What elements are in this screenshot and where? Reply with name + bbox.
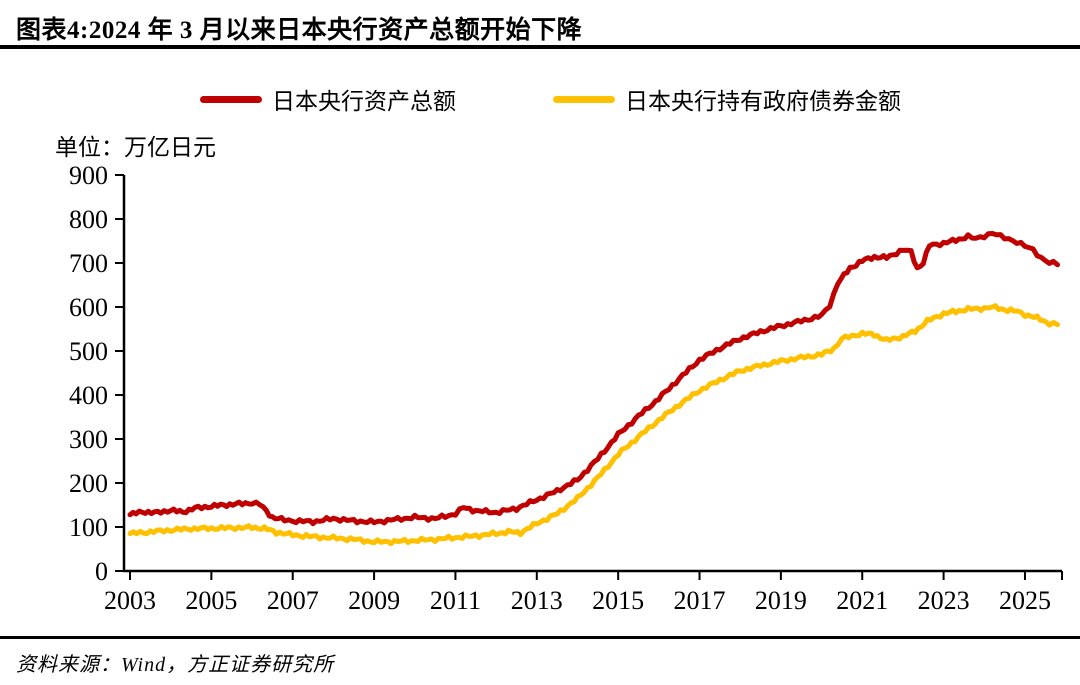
y-tick-label: 600 [69, 293, 108, 322]
y-tick-label: 0 [95, 557, 108, 586]
chart-legend: 日本央行资产总额 日本央行持有政府债券金额 [0, 84, 1080, 114]
x-tick-label: 2025 [999, 586, 1051, 615]
chart-area: 0 100 200 300 400 500 600 700 800 900 2003 2005 2007… [30, 148, 1080, 628]
legend-swatch-boj-total-assets [200, 95, 262, 103]
x-tick-label: 2023 [918, 586, 970, 615]
line-chart: 0 100 200 300 400 500 600 700 800 900 2003 2005 2007… [69, 161, 1063, 615]
legend-label-boj-jgb-holdings: 日本央行持有政府债券金额 [625, 89, 901, 114]
series-line-boj-jgb-holdings [127, 303, 1060, 547]
x-tick-label: 2003 [104, 586, 156, 615]
y-tick-label: 200 [69, 469, 108, 498]
y-tick-label: 700 [69, 249, 108, 278]
y-tick-label: 300 [69, 425, 108, 454]
title-divider-rule [0, 45, 1080, 49]
x-tick-label: 2015 [592, 586, 644, 615]
x-tick-label: 2019 [755, 586, 807, 615]
x-tick-label: 2005 [185, 586, 237, 615]
series-line-boj-total-assets [127, 231, 1060, 527]
source-note: 资料来源：Wind，方正证券研究所 [16, 654, 335, 676]
x-tick-label: 2017 [674, 586, 726, 615]
legend-item-boj-total-assets: 日本央行资产总额 [200, 84, 456, 114]
y-tick-label: 500 [69, 337, 108, 366]
figure-title: 图表4:2024 年 3 月以来日本央行资产总额开始下降 [16, 17, 583, 44]
footer-divider-rule [0, 636, 1080, 639]
legend-swatch-boj-jgb-holdings [553, 95, 615, 103]
y-tick-label: 900 [69, 161, 108, 190]
y-tick-label: 400 [69, 381, 108, 410]
y-tick-label: 800 [69, 205, 108, 234]
x-tick-label: 2007 [267, 586, 319, 615]
legend-item-boj-jgb-holdings: 日本央行持有政府债券金额 [553, 84, 901, 114]
legend-label-boj-total-assets: 日本央行资产总额 [272, 89, 456, 114]
x-tick-label: 2011 [430, 586, 481, 615]
y-tick-label: 100 [69, 513, 108, 542]
unit-label: 单位：万亿日元 [55, 135, 216, 160]
x-tick-label: 2021 [836, 586, 888, 615]
x-tick-label: 2009 [348, 586, 400, 615]
x-tick-label: 2013 [511, 586, 563, 615]
